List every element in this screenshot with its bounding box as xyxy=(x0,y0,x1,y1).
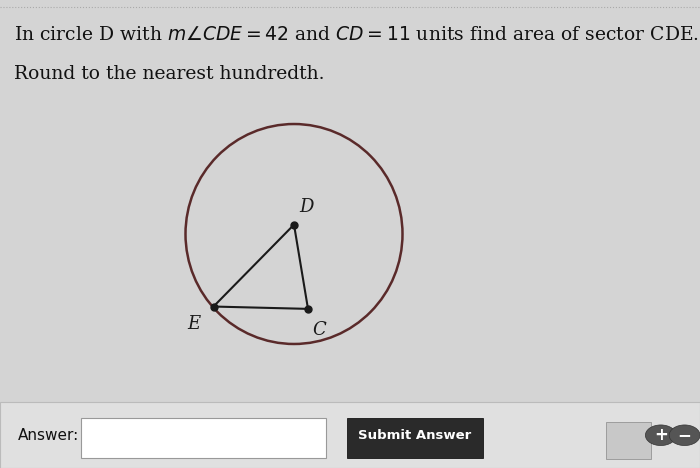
FancyBboxPatch shape xyxy=(0,402,700,468)
Text: +: + xyxy=(654,426,668,444)
Circle shape xyxy=(669,425,700,446)
Text: D: D xyxy=(300,198,314,216)
Text: Answer:: Answer: xyxy=(18,428,78,443)
FancyBboxPatch shape xyxy=(606,422,651,459)
Text: E: E xyxy=(188,315,201,333)
Text: Submit Answer: Submit Answer xyxy=(358,429,471,442)
Text: C: C xyxy=(312,321,326,338)
Text: −: − xyxy=(678,426,692,444)
Text: Round to the nearest hundredth.: Round to the nearest hundredth. xyxy=(14,65,325,82)
Circle shape xyxy=(645,425,676,446)
FancyBboxPatch shape xyxy=(346,418,483,458)
Text: In circle D with $m\angle CDE = 42$ and $CD = 11$ units find area of sector CDE.: In circle D with $m\angle CDE = 42$ and … xyxy=(14,26,699,44)
FancyBboxPatch shape xyxy=(80,418,326,458)
